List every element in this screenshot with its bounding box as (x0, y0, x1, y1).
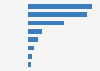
Bar (28, 62, 31, 67)
Bar (28, 54, 32, 59)
Bar (28, 12, 86, 17)
Bar (28, 4, 92, 9)
Bar (28, 29, 42, 34)
Bar (28, 21, 64, 25)
Bar (28, 37, 38, 42)
Bar (28, 46, 34, 50)
